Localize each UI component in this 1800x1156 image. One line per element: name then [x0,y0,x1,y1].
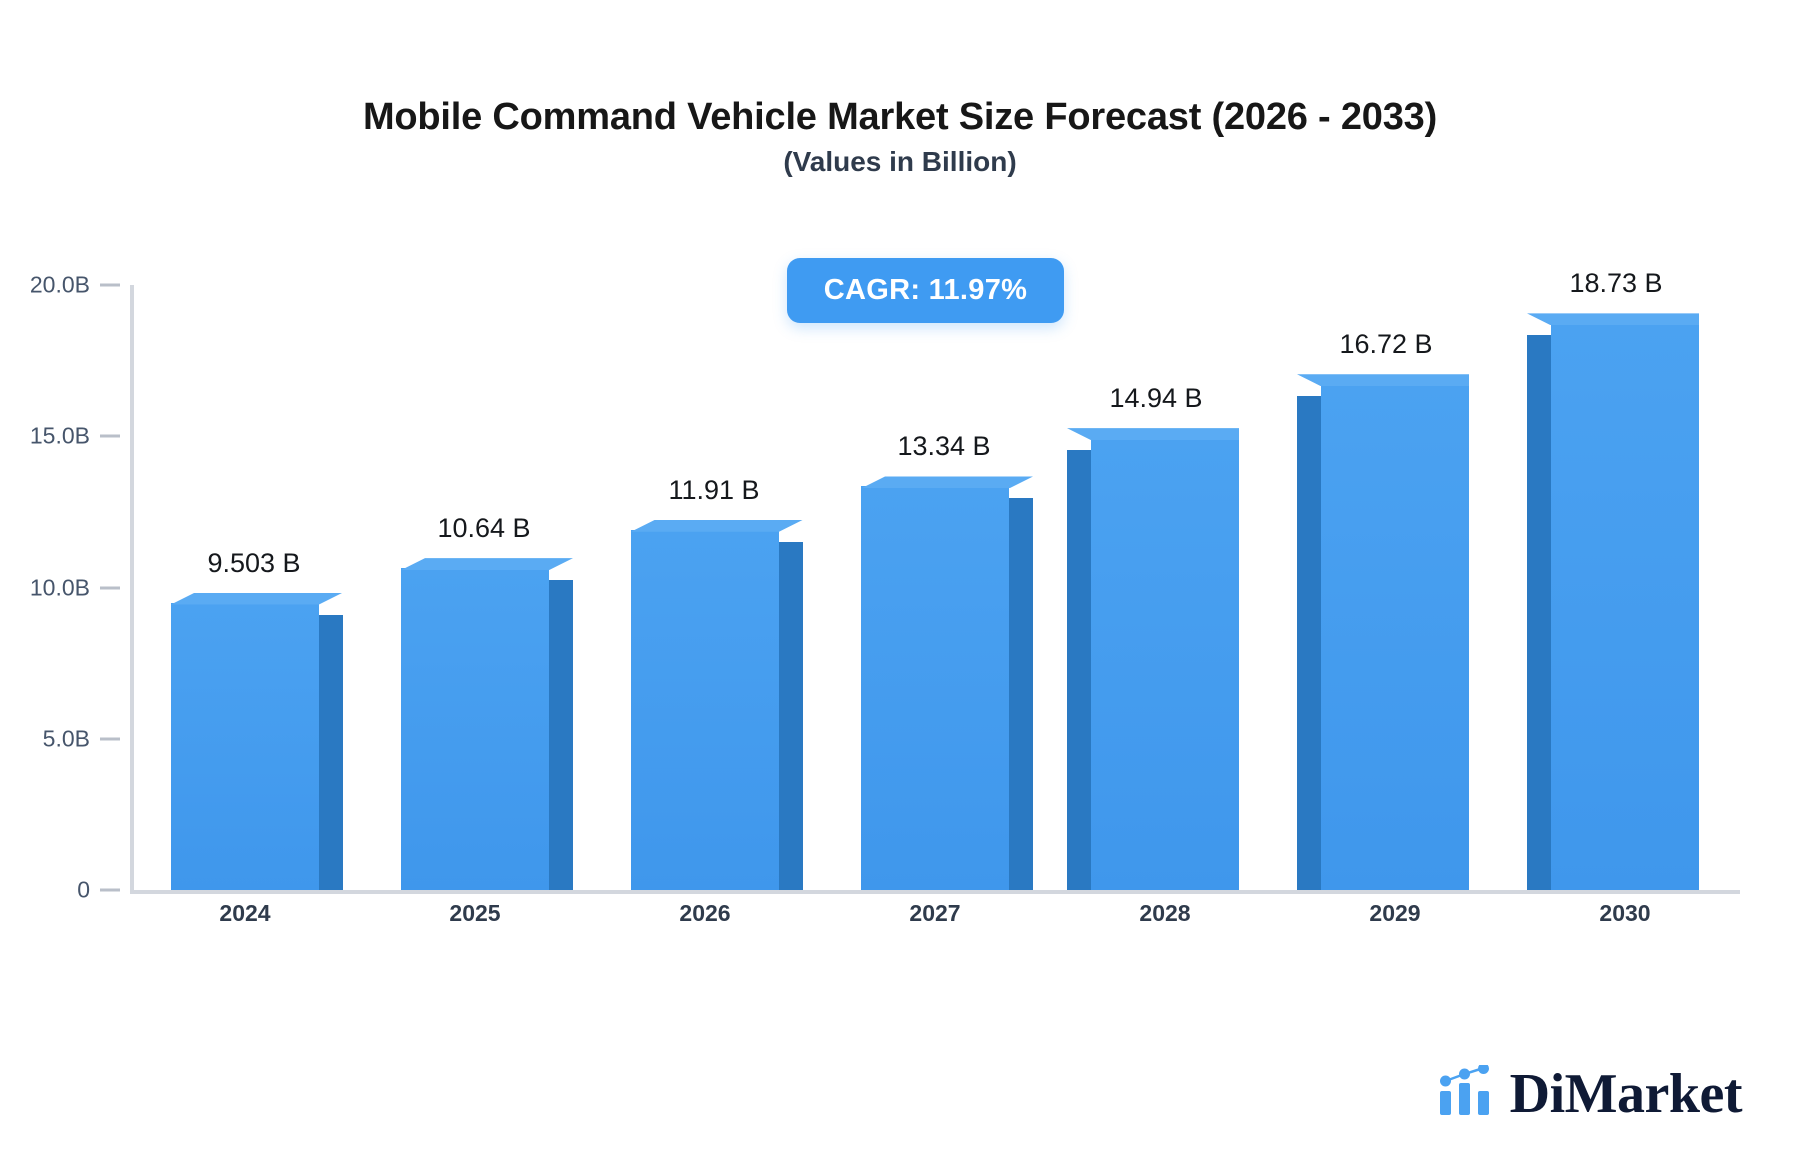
chart-subtitle: (Values in Billion) [783,146,1017,177]
bar-face [1091,438,1239,890]
x-axis-tick-label: 2028 [1139,900,1191,926]
y-axis-tick-mark [100,434,120,438]
bar-top-face [1067,428,1239,441]
bar[interactable] [171,592,343,890]
bar-top-face [1527,313,1699,326]
chart-title: Mobile Command Vehicle Market Size Forec… [362,96,1438,138]
bar-face [861,486,1009,890]
y-axis-tick-label: 5.0B [42,725,90,752]
bar-top-face [171,592,343,605]
bar-side-face [319,614,343,890]
bar-face [631,529,779,890]
y-axis-tick-label: 10.0B [29,574,90,600]
bar-value-label: 10.64 B [437,513,531,544]
y-axis-tick-label: 20.0B [29,271,90,298]
bar[interactable] [401,558,573,890]
plot-area: 0 5.0B 10.0B 15.0B 20.0B 9.503 B 10.64 B 11.91… [30,268,1740,903]
y-axis-tick-label: 15.0B [29,422,90,449]
bar-top-face [861,476,1033,489]
bar[interactable] [1297,374,1469,890]
y-axis-tick-mark [100,586,120,589]
bar-value-label: 16.72 B [1339,329,1433,360]
x-axis-tick-label: 2025 [449,900,501,926]
x-axis-tick-label: 2030 [1599,900,1651,926]
y-axis-tick-mark [100,283,120,287]
bar-top-face [631,519,803,532]
cagr-badge[interactable]: CAGR: 11.97% [787,258,1064,323]
bar-face [401,568,549,890]
bar-side-face [1297,396,1321,890]
bar[interactable] [1067,428,1239,890]
bar-side-face [549,580,573,890]
bar-top-face [1297,374,1469,387]
bar-value-label: 9.503 B [207,547,301,578]
brand-name: DiMarket [1509,1062,1743,1125]
y-axis-tick-mark [100,737,120,741]
brand-logo: DiMarket [1438,1062,1743,1125]
bar-value-label: 18.73 B [1569,268,1663,299]
bar-value-label: 14.94 B [1109,383,1203,414]
x-axis-tick-label: 2026 [679,900,731,926]
bar-side-face [1527,335,1551,890]
x-axis-tick-label: 2029 [1369,900,1421,926]
bar-side-face [1067,450,1091,890]
x-axis-tick-label: 2024 [219,900,271,926]
x-axis-tick-label: 2027 [909,900,961,926]
bar-top-face [401,558,573,571]
y-axis-line [130,285,134,890]
bar-face [171,602,319,890]
bar[interactable] [1527,313,1699,890]
bar-value-label: 11.91 B [668,474,760,505]
bar-face [1321,384,1469,890]
bar-face [1551,323,1699,890]
x-axis-line [130,890,1740,894]
bar-side-face [1009,498,1033,890]
bar[interactable] [861,476,1033,890]
bar-chart-icon [1438,1063,1496,1122]
y-axis-tick-mark [100,888,120,892]
y-axis-tick-label: 0 [77,876,90,903]
bar-value-label: 13.34 B [897,431,991,462]
bar[interactable] [631,519,803,890]
bar-side-face [779,541,803,890]
